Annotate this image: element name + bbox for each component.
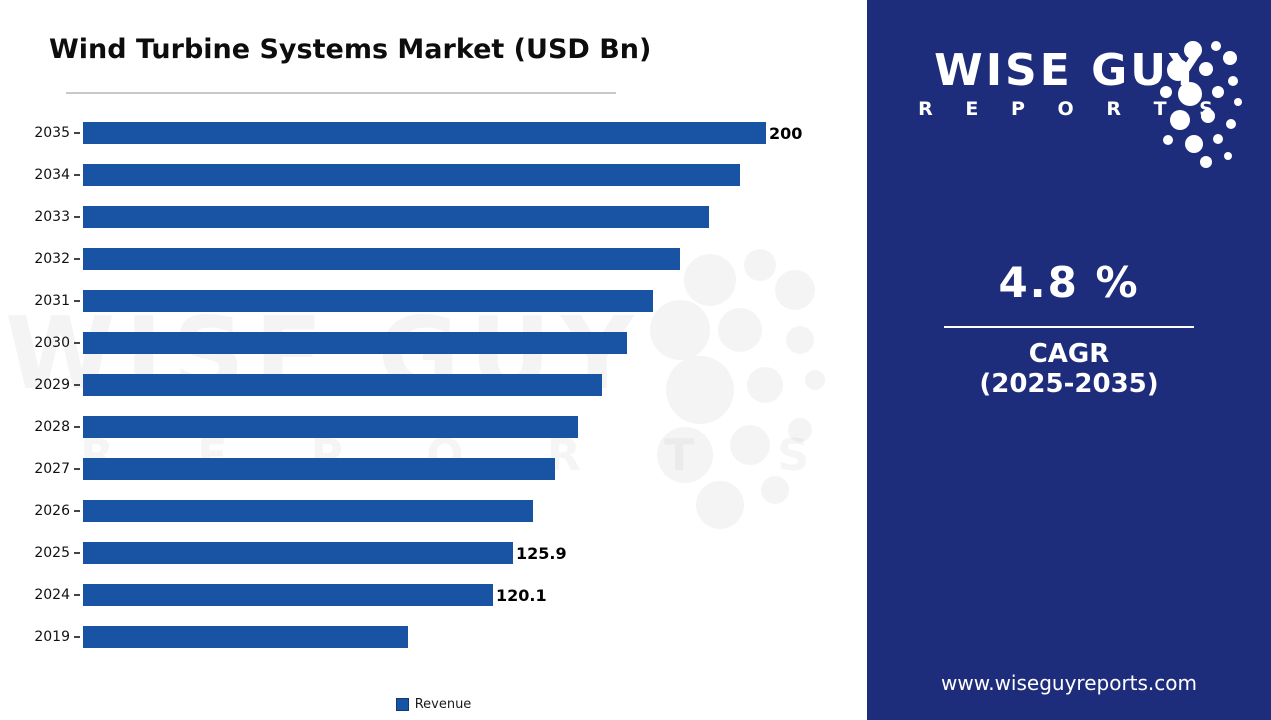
y-axis-tick-label: 2027 [34,461,70,477]
bar-row: 2032 [0,238,867,280]
bar-row: 2035 200 [0,112,867,154]
y-axis-tick-label: 2025 [34,545,70,561]
wiseguy-logo: WISE GUY R E P O R T S [867,41,1271,168]
revenue-bar [83,164,740,186]
y-axis-tick-label: 2031 [34,293,70,309]
axis-tick [74,216,80,218]
watermark-head-icon [650,249,825,529]
y-axis-tick-label: 2019 [34,629,70,645]
website-link[interactable]: www.wiseguyreports.com [940,671,1197,695]
bar-value-label: 200 [769,123,803,143]
bar-row: 2031 [0,280,867,322]
y-axis-tick-label: 2029 [34,377,70,393]
axis-tick [74,636,80,638]
revenue-bar [83,500,533,522]
axis-tick [74,426,80,428]
bar-chart: 2035 200 2034 2033 2032 2031 2030 2029 2028 2027 2… [0,112,867,658]
y-axis-tick-label: 2034 [34,167,70,183]
legend-swatch-icon [395,698,409,711]
revenue-bar [83,626,408,648]
title-divider [66,92,616,94]
logo-text-line1: WISE GUY [934,45,1204,96]
cagr-label-line1: CAGR [1028,339,1110,369]
y-axis-tick-label: 2032 [34,251,70,267]
axis-tick [74,468,80,470]
axis-tick [74,300,80,302]
revenue-bar [83,122,766,144]
revenue-bar [83,458,555,480]
chart-title: Wind Turbine Systems Market (USD Bn) [49,34,652,65]
y-axis-tick-label: 2026 [34,503,70,519]
chart-area: WISE GUY R E P O R T S Wind Turbine Syst… [0,34,867,712]
y-axis-tick-label: 2035 [34,125,70,141]
axis-tick [74,552,80,554]
bar-value-label: 120.1 [496,585,547,605]
bar-row: 2025 125.9 [0,532,867,574]
revenue-bar [83,584,493,606]
legend-label: Revenue [414,697,472,712]
cagr-label-line2: (2025-2035) [979,368,1159,399]
y-axis-tick-label: 2033 [34,209,70,225]
bar-row: 2024 120.1 [0,574,867,616]
cagr-value: 4.8 % [998,258,1140,307]
bar-row: 2026 [0,490,867,532]
wiseguy-head-logo-icon [1160,41,1242,168]
bar-row: 2033 [0,196,867,238]
logo-text-line2: R E P O R T S [918,98,1226,121]
revenue-bar [83,416,578,438]
bar-row: 2027 [0,448,867,490]
bar-value-label: 125.9 [516,543,567,563]
bar-row: 2030 [0,322,867,364]
revenue-bar [83,332,627,354]
y-axis-tick-label: 2024 [34,587,70,603]
legend: Revenue [0,697,867,712]
cagr-divider [944,326,1194,328]
axis-tick [74,384,80,386]
bar-row: 2029 [0,364,867,406]
bar-row: 2034 [0,154,867,196]
axis-tick [74,594,80,596]
revenue-bar [83,248,680,270]
cagr-label: CAGR (2025-2035) [867,339,1271,400]
revenue-bar [83,206,709,228]
axis-tick [74,174,80,176]
axis-tick [74,132,80,134]
y-axis-tick-label: 2030 [34,335,70,351]
y-axis-tick-label: 2028 [34,419,70,435]
axis-tick [74,258,80,260]
revenue-bar [83,290,653,312]
side-panel: WISE GUY R E P O R T S 4.8 % CAGR (2025-… [867,0,1271,720]
revenue-bar [83,542,513,564]
axis-tick [74,510,80,512]
bar-row: 2028 [0,406,867,448]
axis-tick [74,342,80,344]
bar-row: 2019 [0,616,867,658]
revenue-bar [83,374,602,396]
